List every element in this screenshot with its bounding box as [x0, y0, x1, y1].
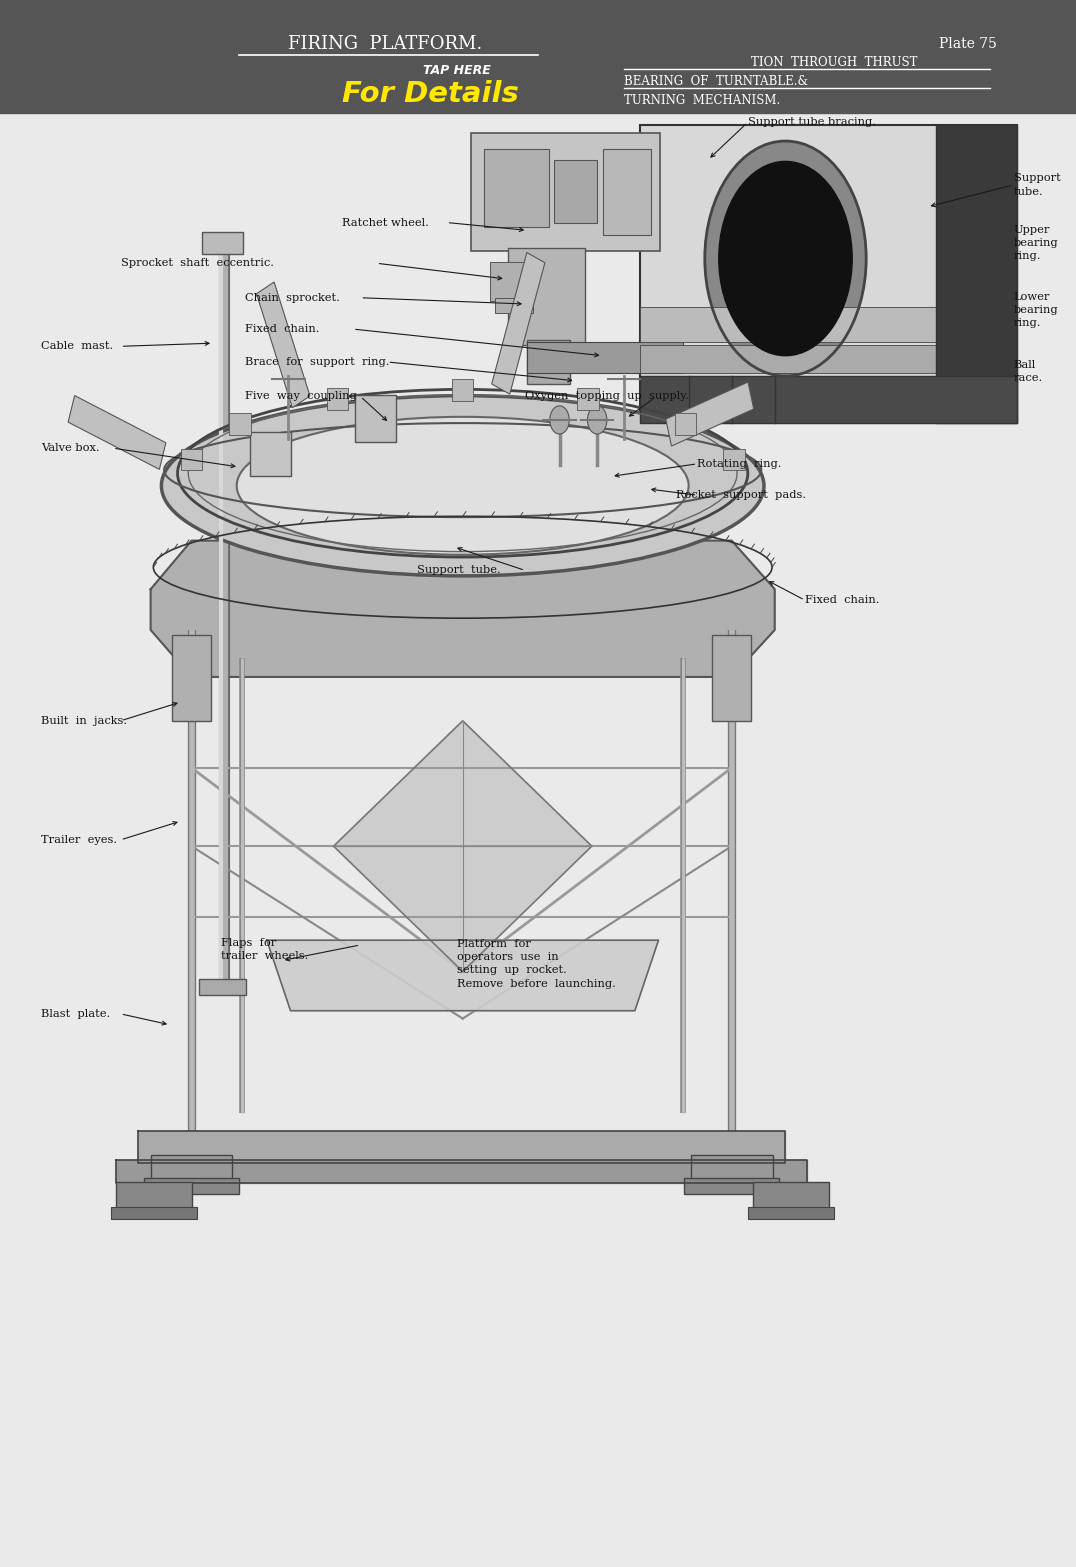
Text: Sprocket  shaft  eccentric.: Sprocket shaft eccentric. [121, 259, 273, 268]
Text: Plate 75: Plate 75 [939, 38, 997, 50]
Bar [0, 0, 1076, 113]
Bar [181, 448, 202, 470]
Bar [256, 282, 310, 407]
Circle shape [587, 406, 607, 434]
Bar [666, 382, 753, 447]
Bar [202, 232, 243, 254]
Bar [327, 389, 349, 411]
Bar [554, 160, 597, 223]
Text: Built  in  jacks.: Built in jacks. [41, 716, 127, 726]
Text: Upper
bearing
ring.: Upper bearing ring. [1014, 224, 1058, 262]
Bar [116, 1182, 192, 1210]
Bar [250, 432, 291, 476]
Polygon shape [267, 940, 659, 1011]
Text: Brace  for  support  ring.: Brace for support ring. [245, 357, 390, 367]
Text: TION  THROUGH  THRUST: TION THROUGH THRUST [751, 56, 918, 69]
Text: Ratchet wheel.: Ratchet wheel. [342, 218, 429, 227]
Bar [355, 395, 396, 442]
Bar [640, 307, 1017, 342]
Bar [144, 1178, 239, 1194]
Polygon shape [116, 1160, 807, 1183]
Text: Fixed  chain.: Fixed chain. [245, 324, 320, 334]
Bar [452, 379, 473, 401]
Bar [111, 1207, 197, 1219]
Bar [748, 1207, 834, 1219]
Bar [471, 133, 660, 251]
Bar [508, 248, 585, 345]
Text: Five  way  coupling: Five way coupling [245, 392, 357, 401]
Text: Blast  plate.: Blast plate. [41, 1009, 110, 1019]
Bar [199, 979, 246, 995]
Bar [640, 125, 1017, 423]
Text: TURNING  MECHANISM.: TURNING MECHANISM. [624, 94, 780, 107]
Text: Lower
bearing
ring.: Lower bearing ring. [1014, 291, 1058, 329]
Bar [577, 389, 598, 411]
Bar [492, 252, 544, 395]
Text: Oxygen  topping  up  supply.: Oxygen topping up supply. [525, 392, 689, 401]
Text: Rotating  ring.: Rotating ring. [697, 459, 782, 469]
Bar [691, 1155, 773, 1183]
Text: Support  tube.: Support tube. [417, 566, 501, 575]
Text: Flaps  for
trailer  wheels.: Flaps for trailer wheels. [221, 939, 308, 961]
Bar [753, 1182, 829, 1210]
Bar [527, 342, 683, 373]
Text: Valve box.: Valve box. [41, 443, 99, 453]
Circle shape [719, 161, 852, 356]
Text: Fixed  chain.: Fixed chain. [805, 595, 879, 605]
Bar [229, 414, 251, 436]
Text: For Details: For Details [342, 80, 519, 108]
Circle shape [550, 406, 569, 434]
Bar [484, 149, 549, 227]
Text: Chain  sprocket.: Chain sprocket. [245, 293, 340, 302]
Bar [490, 262, 533, 301]
Bar [712, 635, 751, 721]
Bar [640, 403, 1017, 423]
Bar [68, 395, 166, 470]
Text: Ball
race.: Ball race. [1014, 360, 1043, 382]
Circle shape [705, 141, 866, 376]
Bar [603, 149, 651, 235]
Bar [640, 345, 1017, 373]
Text: FIRING  PLATFORM.: FIRING PLATFORM. [288, 34, 482, 53]
Bar [495, 298, 533, 313]
Bar [172, 635, 211, 721]
Ellipse shape [161, 396, 764, 577]
Text: Support tube bracing.: Support tube bracing. [748, 118, 876, 127]
Text: BEARING  OF  TURNTABLE.&: BEARING OF TURNTABLE.& [624, 75, 808, 88]
Bar [527, 340, 570, 384]
Text: TAP HERE: TAP HERE [424, 64, 491, 77]
Polygon shape [138, 1131, 785, 1163]
Bar [723, 448, 745, 470]
Bar [936, 125, 1017, 423]
Bar [675, 414, 696, 436]
Text: Support
tube.: Support tube. [1014, 174, 1060, 196]
Bar [640, 376, 1017, 423]
Text: Cable  mast.: Cable mast. [41, 342, 113, 351]
Polygon shape [151, 541, 775, 677]
Text: Trailer  eyes.: Trailer eyes. [41, 835, 117, 845]
Text: Rocket  support  pads.: Rocket support pads. [676, 490, 806, 500]
Text: Platform  for
operators  use  in
setting  up  rocket.
Remove  before  launching.: Platform for operators use in setting up… [457, 939, 617, 989]
Polygon shape [334, 721, 592, 972]
Bar [151, 1155, 232, 1183]
Bar [640, 376, 1017, 403]
Bar [684, 1178, 779, 1194]
Ellipse shape [237, 417, 689, 555]
